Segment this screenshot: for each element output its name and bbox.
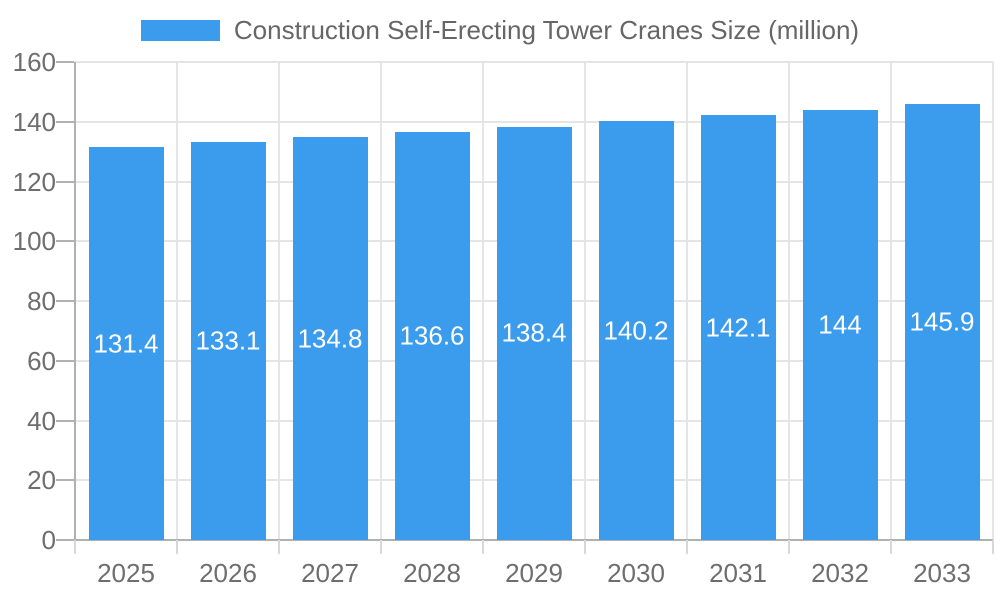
legend-label: Construction Self-Erecting Tower Cranes … [233, 15, 860, 45]
x-tick-label: 2033 [913, 558, 971, 588]
x-tick [176, 540, 178, 554]
x-tick [278, 540, 280, 554]
x-tick-label: 2029 [505, 558, 563, 588]
gridline-vertical [482, 62, 484, 540]
x-tick [482, 540, 484, 554]
gridline-vertical [176, 62, 178, 540]
x-tick [992, 540, 994, 554]
x-tick-label: 2032 [811, 558, 869, 588]
x-tick [74, 540, 76, 554]
y-tick [56, 120, 74, 123]
gridline-vertical [890, 62, 892, 540]
legend-swatch [140, 19, 220, 41]
gridline-vertical [380, 62, 382, 540]
y-tick-label: 20 [27, 465, 56, 496]
x-tick [686, 540, 688, 554]
gridline-vertical [686, 62, 688, 540]
gridline-horizontal [75, 61, 993, 63]
bar-value-label: 138.4 [501, 317, 567, 348]
bar[interactable]: 142.1 [700, 115, 776, 540]
legend-item[interactable]: Construction Self-Erecting Tower Cranes … [140, 13, 860, 47]
y-tick [56, 180, 74, 183]
gridline-vertical [278, 62, 280, 540]
bar[interactable]: 138.4 [496, 126, 572, 540]
bar-value-label: 131.4 [93, 328, 159, 359]
x-tick [890, 540, 892, 554]
bar-value-label: 144 [818, 309, 862, 340]
y-tick [56, 61, 74, 63]
x-tick [380, 540, 382, 554]
bar[interactable]: 136.6 [394, 131, 470, 540]
gridline-vertical [788, 62, 790, 540]
bar-value-label: 145.9 [909, 306, 975, 337]
y-tick-label: 60 [27, 345, 56, 376]
x-tick-label: 2026 [199, 558, 257, 588]
bar[interactable]: 140.2 [598, 121, 674, 540]
x-tick-label: 2031 [709, 558, 767, 588]
bar-value-label: 142.1 [705, 312, 771, 343]
x-tick-label: 2027 [301, 558, 359, 588]
y-tick [56, 359, 74, 362]
bar-value-label: 136.6 [399, 320, 465, 351]
y-tick [56, 300, 74, 302]
bar[interactable]: 144 [802, 109, 878, 540]
y-tick [56, 240, 74, 243]
y-tick-label: 160 [12, 47, 56, 77]
x-tick [584, 540, 586, 554]
x-tick-label: 2030 [607, 558, 665, 588]
gridline-horizontal [75, 120, 993, 123]
y-tick [56, 479, 74, 482]
bar[interactable]: 133.1 [190, 142, 266, 540]
bar-value-label: 134.8 [297, 323, 363, 354]
y-axis-line [74, 62, 76, 540]
bar-value-label: 133.1 [195, 325, 261, 356]
y-tick-label: 100 [12, 226, 56, 257]
bar[interactable]: 134.8 [292, 137, 368, 540]
y-tick-label: 120 [12, 166, 56, 197]
y-tick [56, 419, 74, 422]
x-tick [788, 540, 790, 554]
y-tick-label: 140 [12, 106, 56, 137]
bar-value-label: 140.2 [603, 315, 669, 346]
x-tick-label: 2025 [97, 558, 155, 588]
y-tick-label: 0 [41, 525, 56, 555]
x-tick-label: 2028 [403, 558, 461, 588]
gridline-vertical [584, 62, 586, 540]
y-tick-label: 40 [27, 405, 56, 436]
bar[interactable]: 145.9 [904, 104, 980, 540]
y-tick-label: 80 [27, 286, 56, 316]
chart-legend: Construction Self-Erecting Tower Cranes … [0, 13, 1000, 47]
y-tick [56, 539, 74, 541]
x-axis-line [74, 539, 993, 541]
gridline-vertical [992, 62, 994, 540]
bar[interactable]: 131.4 [88, 147, 164, 540]
